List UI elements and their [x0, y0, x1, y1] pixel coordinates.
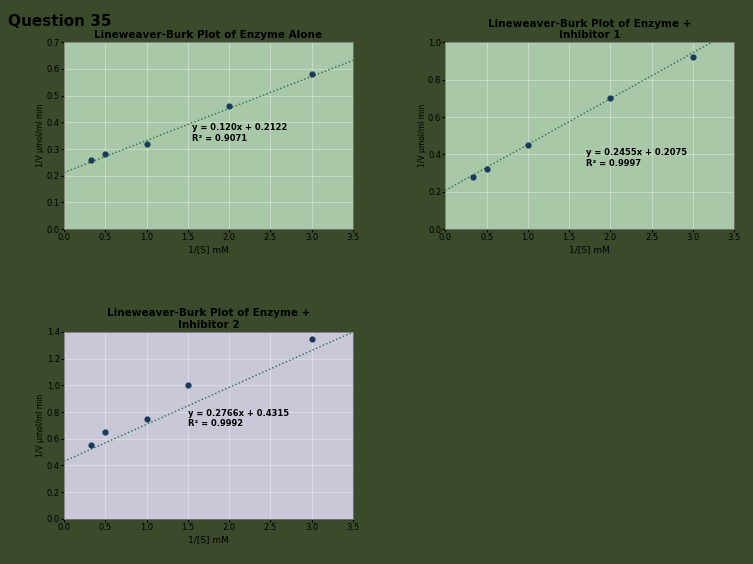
- X-axis label: 1/[S] mM: 1/[S] mM: [188, 245, 229, 254]
- X-axis label: 1/[S] mM: 1/[S] mM: [569, 245, 610, 254]
- Point: [223, 102, 235, 111]
- Text: y = 0.2455x + 0.2075
R² = 0.9997: y = 0.2455x + 0.2075 R² = 0.9997: [586, 148, 687, 168]
- Y-axis label: 1/V μmol/ml min: 1/V μmol/ml min: [36, 394, 45, 457]
- Point: [99, 150, 111, 159]
- Text: y = 0.2766x + 0.4315
R² = 0.9992: y = 0.2766x + 0.4315 R² = 0.9992: [187, 409, 289, 429]
- Y-axis label: 1/V μmol/ml min: 1/V μmol/ml min: [417, 104, 426, 168]
- Point: [306, 334, 318, 343]
- Point: [687, 53, 699, 62]
- Text: y = 0.120x + 0.2122
R² = 0.9071: y = 0.120x + 0.2122 R² = 0.9071: [192, 124, 288, 143]
- Point: [181, 381, 194, 390]
- Point: [85, 155, 97, 164]
- Point: [141, 139, 153, 148]
- Title: Lineweaver-Burk Plot of Enzyme +
Inhibitor 2: Lineweaver-Burk Plot of Enzyme + Inhibit…: [107, 308, 310, 330]
- Point: [467, 173, 479, 182]
- Point: [99, 428, 111, 437]
- Point: [522, 140, 534, 149]
- Point: [85, 441, 97, 450]
- Point: [141, 414, 153, 423]
- Text: Question 35: Question 35: [8, 14, 111, 29]
- Point: [605, 94, 617, 103]
- Title: Lineweaver-Burk Plot of Enzyme Alone: Lineweaver-Burk Plot of Enzyme Alone: [94, 30, 322, 40]
- Y-axis label: 1/V μmol/ml min: 1/V μmol/ml min: [36, 104, 45, 168]
- Title: Lineweaver-Burk Plot of Enzyme +
Inhibitor 1: Lineweaver-Burk Plot of Enzyme + Inhibit…: [488, 19, 691, 40]
- Point: [480, 165, 492, 174]
- X-axis label: 1/[S] mM: 1/[S] mM: [188, 535, 229, 544]
- Point: [306, 70, 318, 79]
